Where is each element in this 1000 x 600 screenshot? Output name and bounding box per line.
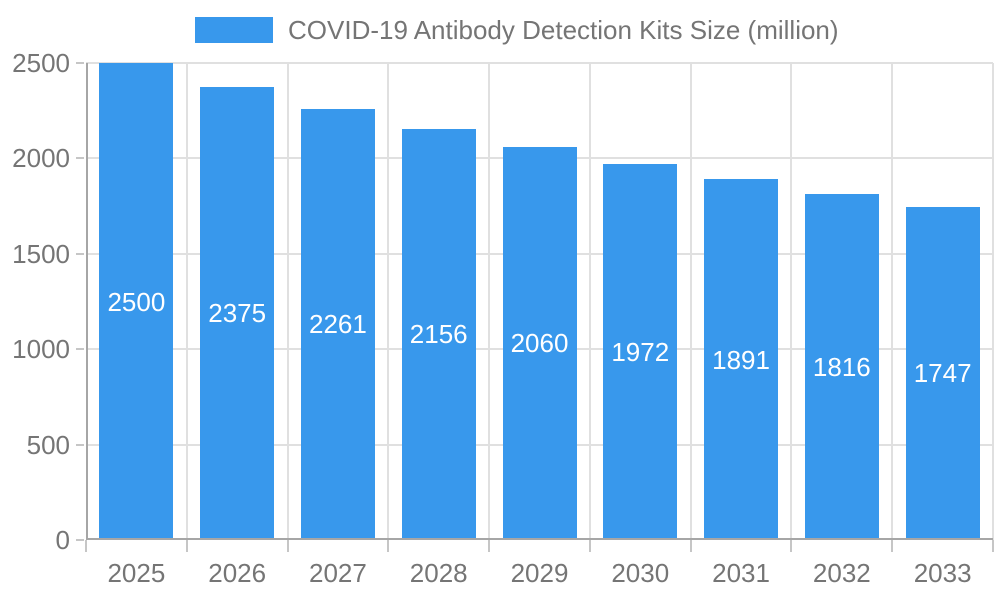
x-axis-tick-label: 2033 — [913, 558, 972, 588]
gridline-vertical — [387, 63, 390, 540]
y-axis-tick-label: 1500 — [12, 238, 70, 269]
x-axis-tick — [992, 540, 994, 552]
gridline-vertical — [891, 63, 894, 540]
gridline-vertical — [286, 63, 289, 540]
y-axis-tick — [76, 443, 84, 446]
x-axis-tick — [185, 540, 188, 552]
y-axis-tick — [76, 348, 84, 351]
y-axis-tick-label: 2000 — [12, 143, 70, 174]
legend-label: COVID-19 Antibody Detection Kits Size (m… — [288, 15, 839, 45]
x-axis-tick — [85, 540, 87, 552]
bar-value-label: 1747 — [913, 358, 972, 389]
bar[interactable]: 1747 — [905, 206, 980, 540]
gridline-vertical — [488, 63, 491, 540]
legend-swatch — [195, 17, 273, 43]
bar-value-label: 2060 — [510, 328, 569, 359]
gridline-vertical — [588, 63, 591, 540]
y-axis-tick-label: 500 — [26, 429, 70, 460]
bar-value-label: 2375 — [208, 298, 267, 329]
plot-area: 2500 2375 2261 2156 2060 1972 1891 1816 1747 — [76, 62, 994, 552]
bar[interactable]: 2500 — [99, 63, 174, 540]
bar-value-label: 2261 — [309, 309, 367, 340]
y-axis-tick-label: 2500 — [12, 48, 70, 78]
x-axis-tick — [387, 540, 390, 552]
y-axis-tick — [76, 252, 84, 255]
bar-value-label: 2500 — [107, 286, 166, 317]
bar[interactable]: 2375 — [200, 86, 275, 540]
x-axis-tick-label: 2032 — [812, 558, 871, 588]
x-axis-tick-label: 2026 — [208, 558, 267, 588]
y-axis-tick — [76, 539, 84, 541]
legend-item[interactable]: COVID-19 Antibody Detection Kits Size (m… — [195, 17, 839, 43]
x-axis-tick-label: 2025 — [107, 558, 166, 588]
gridline-vertical — [689, 63, 692, 540]
bar[interactable]: 2156 — [401, 128, 476, 540]
x-axis-tick — [588, 540, 591, 552]
x-axis-tick — [689, 540, 692, 552]
bar-value-label: 1891 — [712, 344, 770, 375]
x-axis-tick — [790, 540, 793, 552]
gridline-horizontal — [86, 62, 993, 64]
gridline-vertical — [992, 63, 994, 540]
bar[interactable]: 1891 — [704, 179, 779, 540]
x-axis-tick-label: 2027 — [309, 558, 367, 588]
x-axis-tick — [286, 540, 289, 552]
x-axis-tick-label: 2030 — [611, 558, 670, 588]
x-axis-tick-label: 2031 — [712, 558, 770, 588]
bar[interactable]: 2261 — [300, 108, 375, 540]
bar-value-label: 1816 — [812, 351, 871, 382]
y-axis-line — [86, 63, 88, 540]
bar[interactable]: 1972 — [603, 163, 678, 540]
x-axis-tick-label: 2028 — [409, 558, 468, 588]
x-axis-tick — [488, 540, 491, 552]
bar[interactable]: 2060 — [502, 146, 577, 540]
bar-value-label: 2156 — [409, 319, 468, 350]
y-axis-labels: 0 500 1000 1500 2000 2500 — [0, 48, 70, 555]
y-axis-tick-label: 0 — [55, 525, 70, 555]
gridline-vertical — [790, 63, 793, 540]
y-axis-tick — [76, 157, 84, 160]
bar[interactable]: 1816 — [804, 193, 879, 540]
x-axis-line — [86, 538, 993, 540]
y-axis-tick — [76, 62, 84, 64]
x-axis-labels: 2025 2026 2027 2028 2029 2030 2031 2032 2033 — [86, 558, 993, 588]
y-axis-tick-label: 1000 — [12, 334, 70, 365]
x-axis-tick-label: 2029 — [510, 558, 569, 588]
x-axis-tick — [891, 540, 894, 552]
bar-value-label: 1972 — [611, 336, 670, 367]
gridline-vertical — [185, 63, 188, 540]
